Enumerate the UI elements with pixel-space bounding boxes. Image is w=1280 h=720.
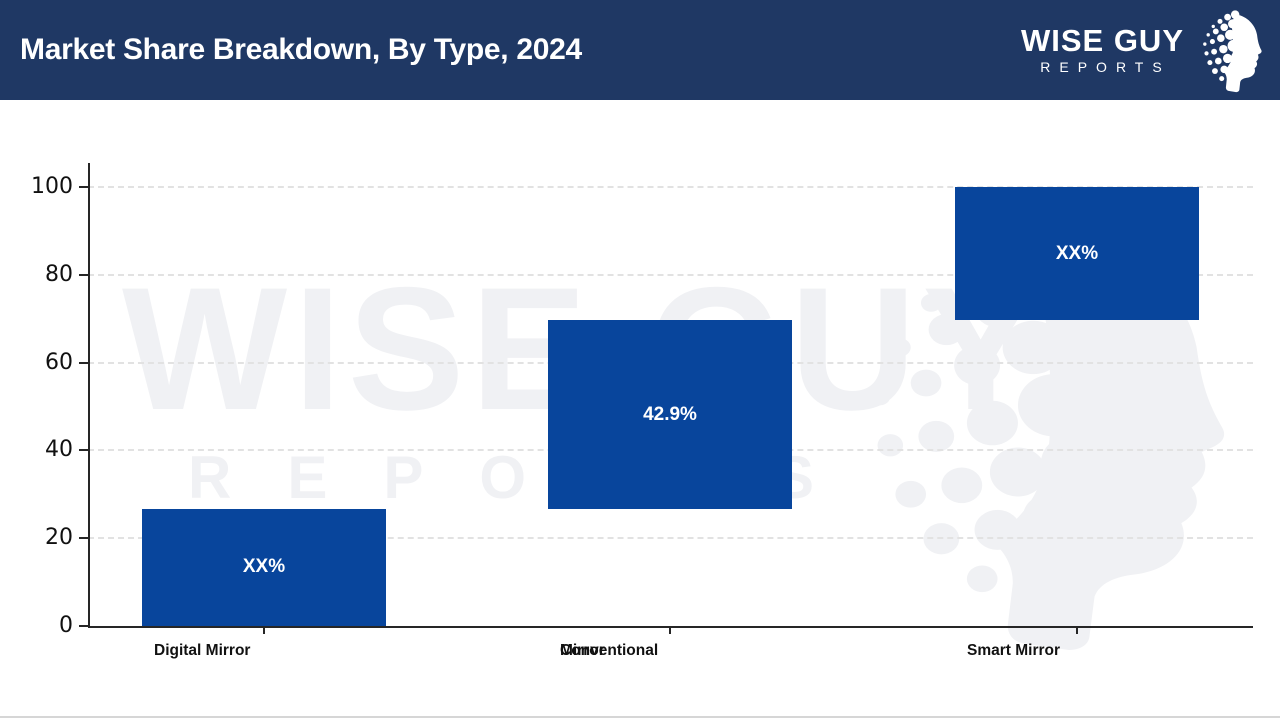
brand-name: WISE GUY xyxy=(1020,23,1184,58)
y-tick-60 xyxy=(79,361,88,364)
bar-label-smart-mirror: XX% xyxy=(1055,242,1099,264)
bar-conventional-mirror: 42.9% xyxy=(548,320,792,509)
y-tick-label-40: 40 xyxy=(45,437,73,463)
brand-head-icon xyxy=(1203,10,1262,93)
bar-label-digital-mirror: XX% xyxy=(242,556,286,578)
x-tick-smart-mirror xyxy=(1076,626,1078,634)
bar-label-conventional-mirror: 42.9% xyxy=(643,403,697,425)
y-tick-label-0: 0 xyxy=(59,613,73,638)
bar-smart-mirror: XX% xyxy=(955,187,1199,321)
brand-logo: WISE GUY REPORTS xyxy=(1021,0,1268,100)
y-tick-100 xyxy=(79,186,88,188)
gridline-20 xyxy=(88,537,1253,540)
y-tick-80 xyxy=(79,273,88,276)
brand-subtitle: REPORTS xyxy=(1040,59,1171,75)
y-tick-20 xyxy=(79,537,88,540)
brand-text: WISE GUY REPORTS xyxy=(1020,23,1184,76)
x-tick-digital-mirror xyxy=(263,626,265,634)
gridline-80 xyxy=(88,273,1253,276)
y-tick-label-60: 60 xyxy=(45,349,73,375)
bar-digital-mirror: XX% xyxy=(142,508,386,626)
y-tick-0 xyxy=(79,625,88,627)
y-tick-label-20: 20 xyxy=(45,525,73,551)
bottom-divider xyxy=(0,716,1280,718)
x-axis-line xyxy=(88,626,1253,628)
header: Market Share Breakdown, By Type, 2024 WI… xyxy=(0,0,1280,100)
y-tick-label-80: 80 xyxy=(45,261,73,287)
y-tick-label-100: 100 xyxy=(31,174,73,199)
page-title: Market Share Breakdown, By Type, 2024 xyxy=(20,33,582,66)
y-tick-40 xyxy=(79,449,88,452)
x-tick-conventional-mirror xyxy=(669,626,671,634)
y-axis-line xyxy=(88,163,90,628)
gridline-100 xyxy=(88,186,1253,188)
